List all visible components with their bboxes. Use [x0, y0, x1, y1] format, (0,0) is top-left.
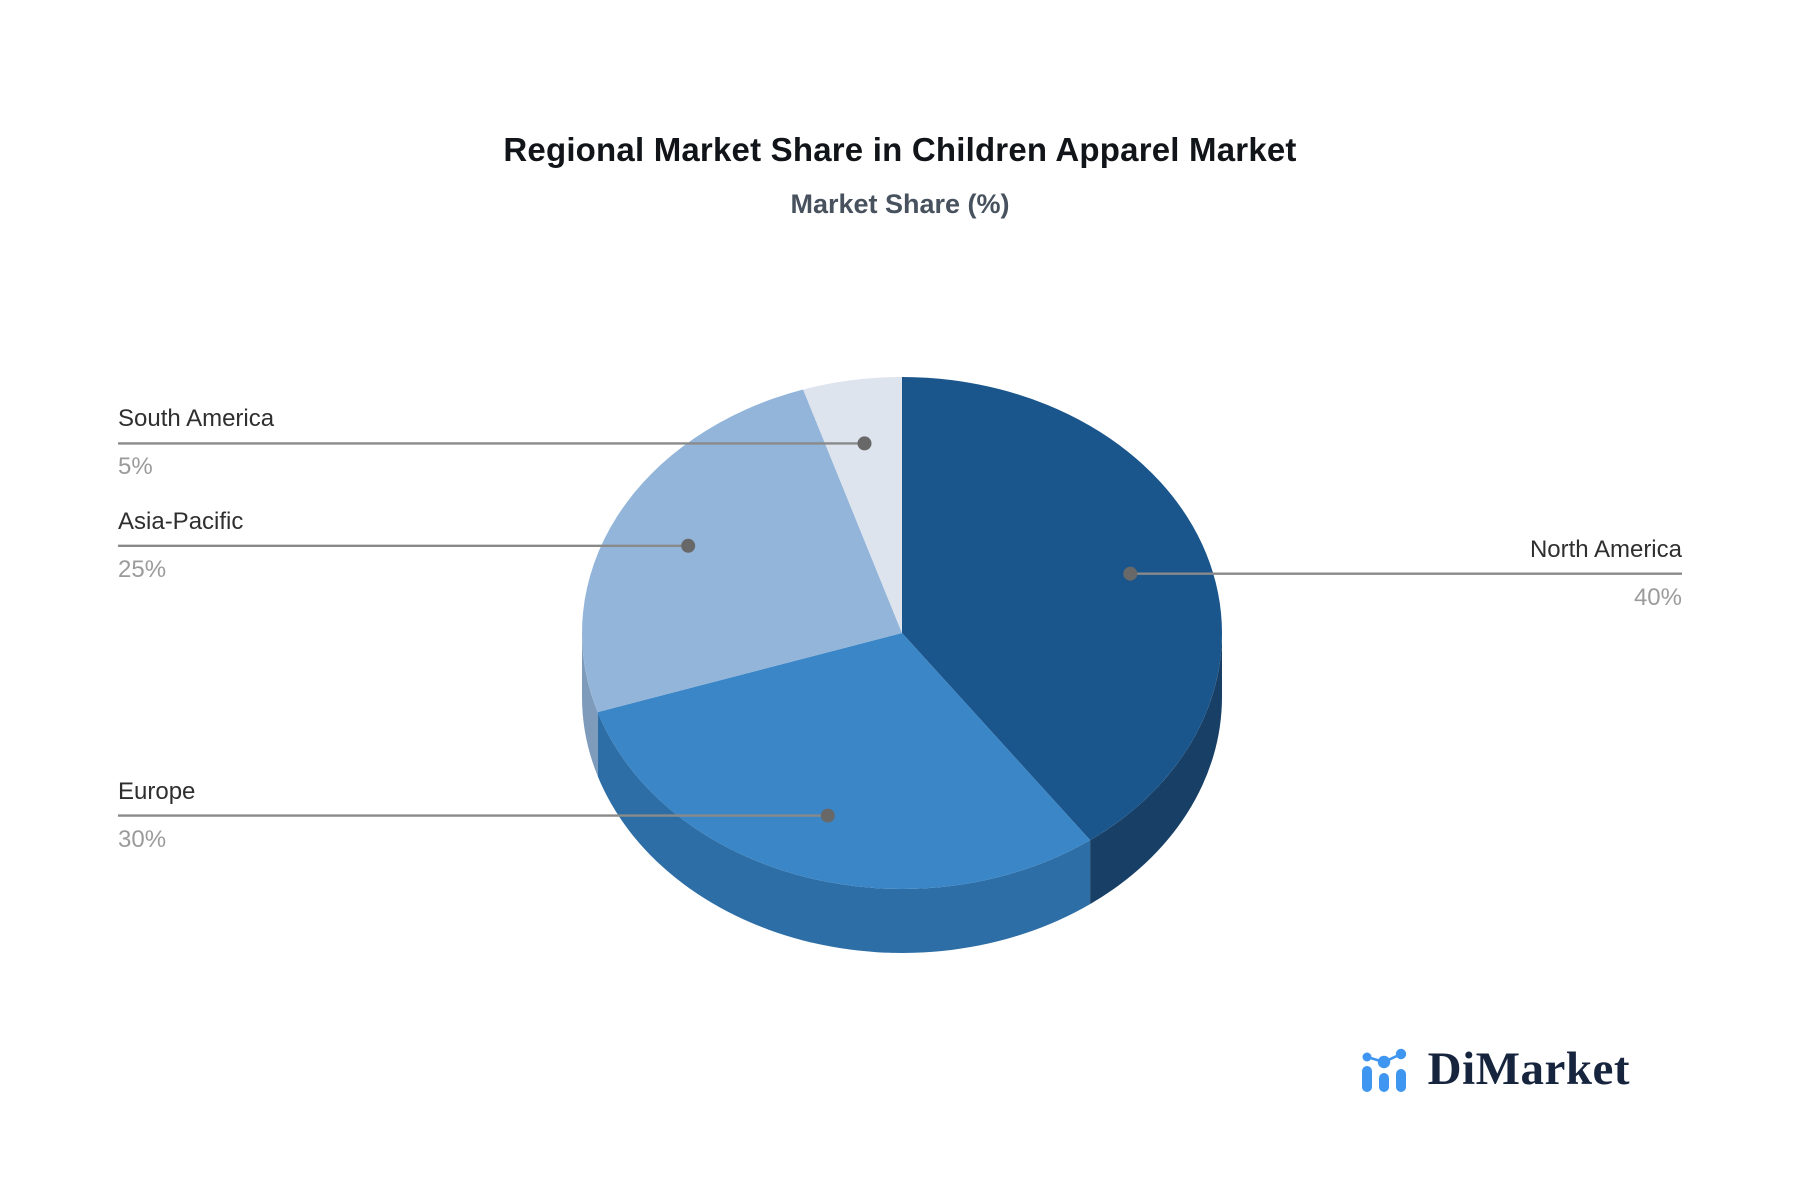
slice-value-europe: 30% [118, 825, 167, 853]
leader-dot-south-america [857, 436, 872, 451]
slice-label-asia-pacific: Asia-Pacific [118, 507, 244, 535]
pie-slice-asia-pacific[interactable] [582, 389, 902, 713]
slice-value-north-america: 40% [1633, 583, 1682, 611]
slice-label-europe: Europe [118, 777, 196, 805]
bar-chart-logo-icon [1361, 1048, 1406, 1092]
slice-label-south-america: South America [118, 405, 275, 433]
brand-logo-text: DiMarket [1427, 1043, 1630, 1095]
pie-slice-side-asia-pacific [582, 633, 598, 777]
leader-dot-asia-pacific [681, 538, 696, 553]
leader-dot-europe [820, 808, 835, 823]
pie-slice-side-europe [597, 712, 1091, 953]
chart-title: Regional Market Share in Children Appare… [503, 131, 1297, 168]
chart-subtitle: Market Share (%) [790, 189, 1010, 219]
slice-label-north-america: North America [1529, 535, 1682, 563]
brand-logo: DiMarket [1361, 1038, 1630, 1095]
pie-slice-europe[interactable] [597, 633, 1091, 889]
pie-slice-side-north-america [1090, 633, 1222, 905]
pie-slice-south-america[interactable] [803, 377, 902, 633]
pie-slice-north-america[interactable] [902, 377, 1222, 841]
slice-value-asia-pacific: 25% [118, 555, 167, 583]
leader-dot-north-america [1123, 566, 1138, 581]
slice-value-south-america: 5% [118, 453, 153, 481]
